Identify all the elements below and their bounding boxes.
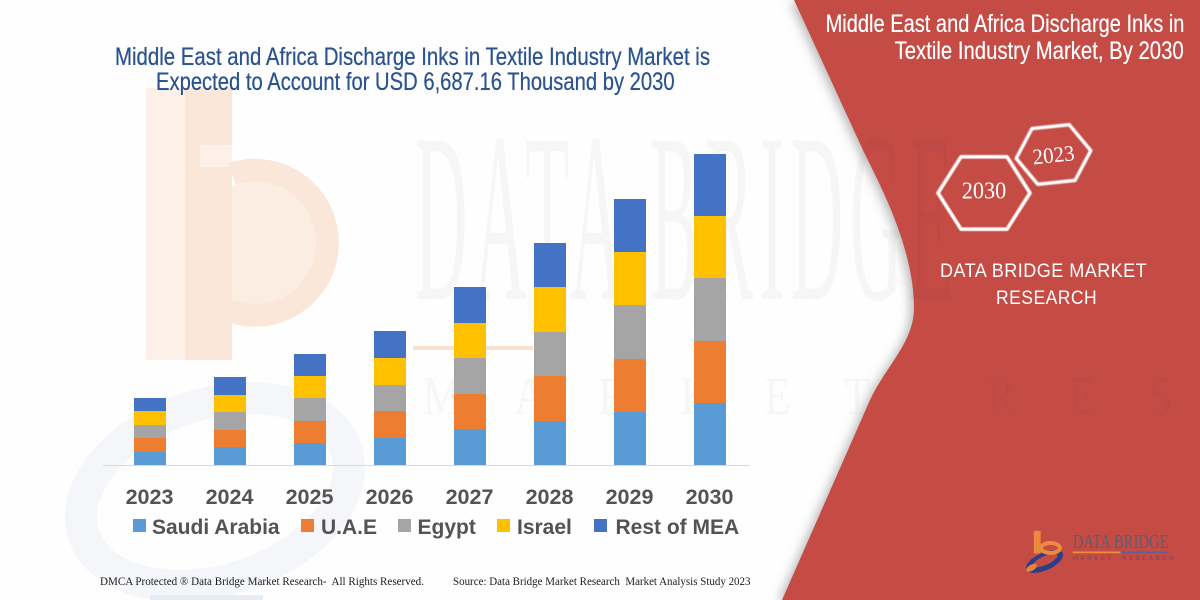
svg-text:2030: 2030 (962, 179, 1007, 205)
svg-text:2023: 2023 (1031, 140, 1075, 169)
